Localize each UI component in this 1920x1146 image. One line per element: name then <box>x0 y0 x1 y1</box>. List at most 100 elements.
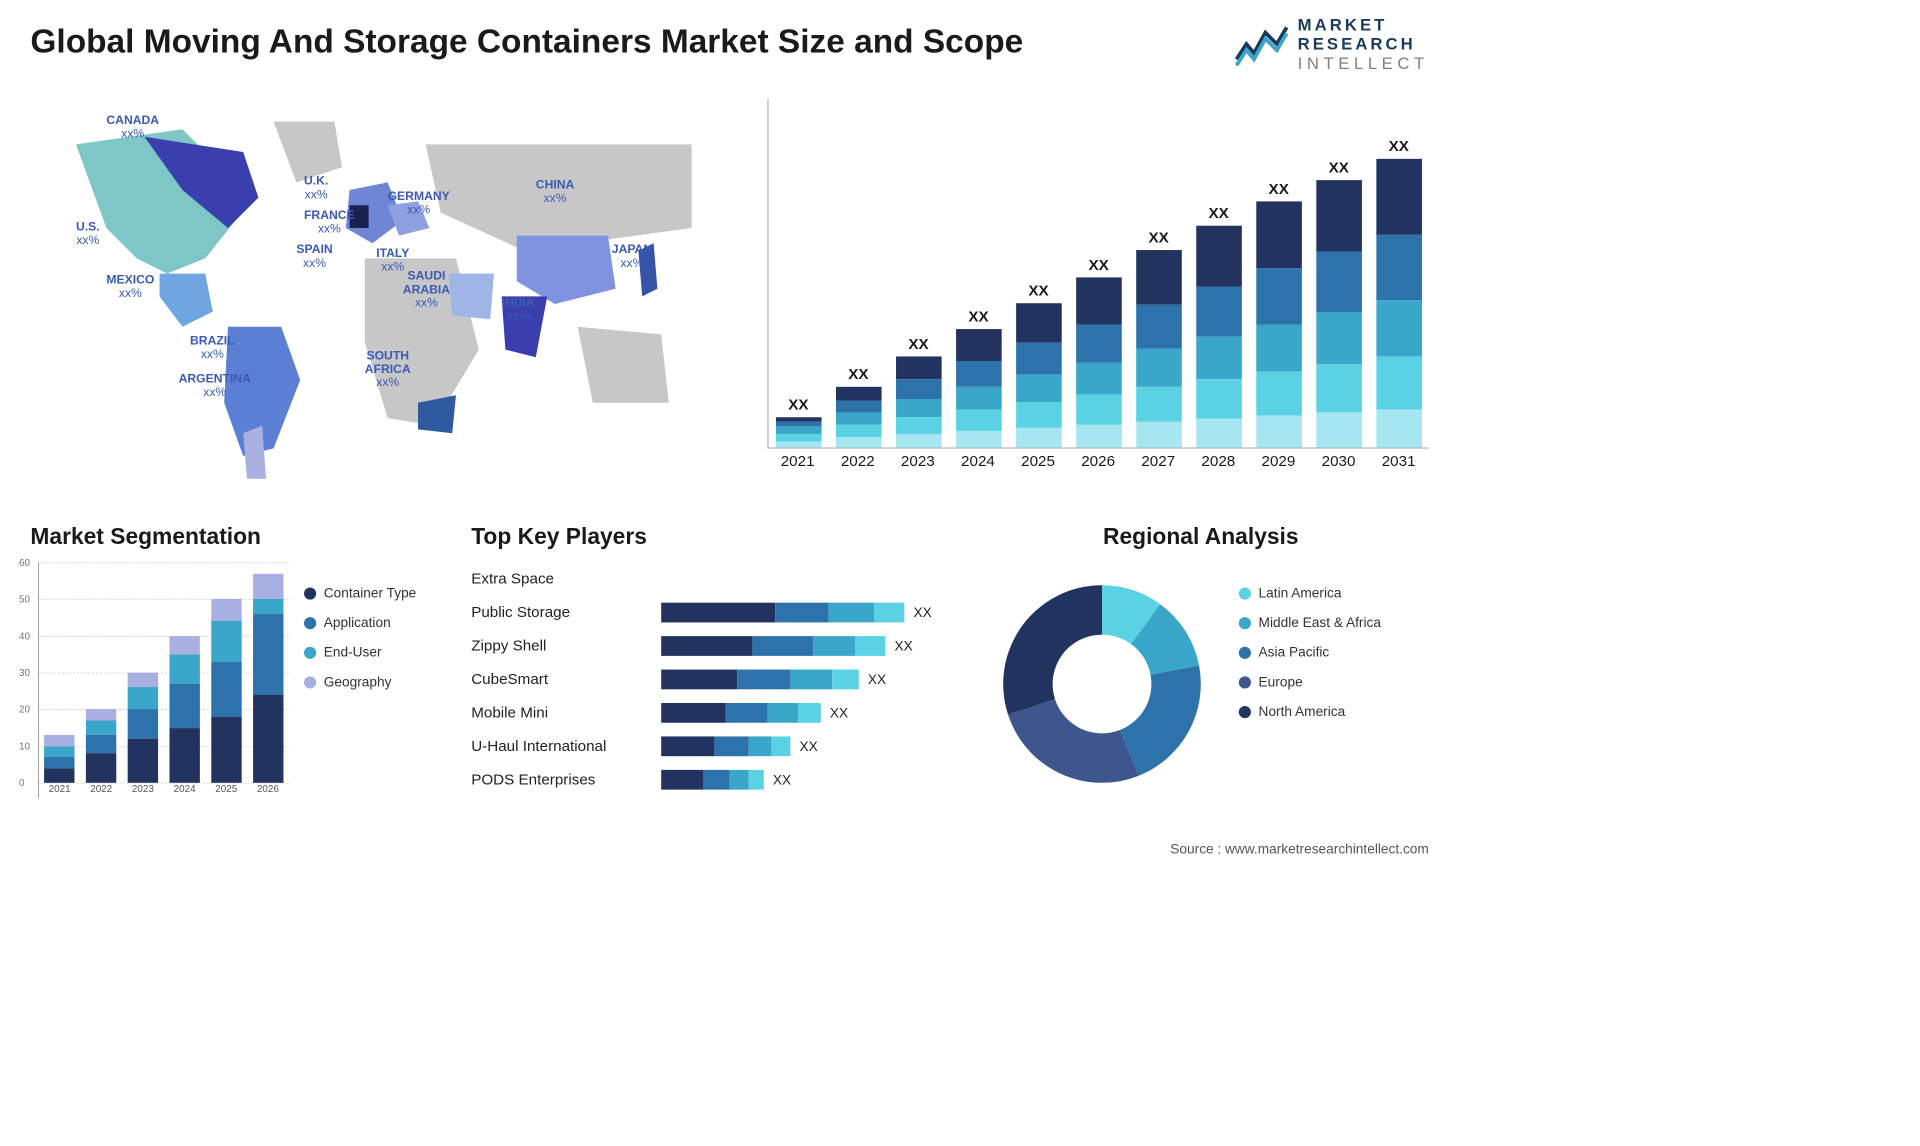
main-bar-label: XX <box>788 397 808 414</box>
main-bar-2022: XX <box>836 366 882 447</box>
legend-label: North America <box>1259 704 1346 720</box>
donut-slice <box>1003 585 1102 714</box>
segmentation-section: Market Segmentation 0102030405060 202120… <box>30 524 456 813</box>
world-map: CANADAxx% U.S.xx% MEXICOxx% BRAZILxx% ARGENT… <box>30 99 714 494</box>
legend-label: Asia Pacific <box>1259 644 1330 660</box>
legend-dot-icon <box>304 617 316 629</box>
region-legend-item: Middle East & Africa <box>1239 615 1381 631</box>
logo-icon <box>1235 21 1288 67</box>
key-player-value: XX <box>800 738 818 754</box>
seg-ylabel: 0 <box>19 777 24 788</box>
seg-bar-2022 <box>86 709 116 782</box>
map-label-u-s-: U.S.xx% <box>76 220 100 247</box>
main-bar-label: XX <box>968 309 988 326</box>
source-attribution: Source : www.marketresearchintellect.com <box>1170 841 1428 857</box>
key-player-name: PODS Enterprises <box>471 771 661 788</box>
key-player-name: CubeSmart <box>471 671 661 688</box>
seg-bar-2025 <box>211 599 241 783</box>
regional-legend: Latin AmericaMiddle East & AfricaAsia Pa… <box>1239 585 1381 733</box>
donut-slice <box>1120 665 1201 775</box>
key-player-bar <box>661 703 821 723</box>
key-player-row: Public StorageXX <box>471 596 957 629</box>
main-bar-2025: XX <box>1016 283 1062 448</box>
key-player-row: U-Haul InternationalXX <box>471 730 957 763</box>
main-bar-2021: XX <box>776 397 822 448</box>
region-legend-item: Asia Pacific <box>1239 644 1381 660</box>
main-bar-label: XX <box>1148 230 1168 247</box>
regional-section: Regional Analysis Latin AmericaMiddle Ea… <box>973 524 1429 813</box>
seg-ylabel: 20 <box>19 704 30 715</box>
seg-bar-2023 <box>128 673 158 783</box>
key-player-value: XX <box>895 638 913 654</box>
key-player-bar <box>661 636 885 656</box>
legend-label: Geography <box>324 674 392 690</box>
seg-legend-item: Container Type <box>304 585 456 601</box>
seg-bar-2024 <box>169 636 199 783</box>
seg-legend-item: Geography <box>304 674 456 690</box>
map-label-canada: CANADAxx% <box>106 114 159 141</box>
key-player-bar <box>661 603 904 623</box>
map-label-spain: SPAINxx% <box>296 243 332 270</box>
seg-ylabel: 60 <box>19 557 30 568</box>
main-xlabel: 2023 <box>895 448 941 470</box>
seg-ylabel: 50 <box>19 593 30 604</box>
key-players-section: Top Key Players Extra SpacePublic Storag… <box>471 524 957 813</box>
legend-dot-icon <box>1239 646 1251 658</box>
key-players-list: Extra SpacePublic StorageXX Zippy Shell XX… <box>471 562 957 796</box>
main-bar-label: XX <box>1329 160 1349 177</box>
main-bar-2027: XX <box>1136 230 1182 448</box>
map-label-germany: GERMANYxx% <box>388 190 450 217</box>
legend-dot-icon <box>1239 706 1251 718</box>
legend-dot-icon <box>1239 617 1251 629</box>
main-xlabel: 2021 <box>775 448 821 470</box>
main-xlabel: 2025 <box>1015 448 1061 470</box>
map-label-u-k-: U.K.xx% <box>304 175 328 202</box>
main-bar-label: XX <box>1209 205 1229 222</box>
key-player-row: Mobile MiniXX <box>471 696 957 729</box>
main-xlabel: 2022 <box>835 448 881 470</box>
main-xlabel: 2028 <box>1196 448 1242 470</box>
brand-logo: MARKET RESEARCH INTELLECT <box>1235 15 1428 73</box>
map-label-india: INDIAxx% <box>502 296 535 323</box>
main-xlabel: 2029 <box>1256 448 1302 470</box>
map-label-argentina: ARGENTINAxx% <box>179 372 251 399</box>
seg-legend-item: Application <box>304 615 456 631</box>
segmentation-legend: Container Type Application End-User Geograp… <box>304 585 456 704</box>
regional-title: Regional Analysis <box>973 524 1429 550</box>
logo-line-1: MARKET <box>1298 15 1429 34</box>
logo-line-3: INTELLECT <box>1298 54 1429 73</box>
legend-label: Container Type <box>324 585 417 601</box>
seg-ylabel: 40 <box>19 630 30 641</box>
map-label-mexico: MEXICOxx% <box>106 274 154 301</box>
logo-line-2: RESEARCH <box>1298 34 1429 53</box>
main-xlabel: 2030 <box>1316 448 1362 470</box>
main-bar-2026: XX <box>1076 257 1122 448</box>
map-label-china: CHINAxx% <box>536 179 575 206</box>
key-player-value: XX <box>773 772 791 788</box>
main-bar-label: XX <box>1088 257 1108 274</box>
main-bar-label: XX <box>1389 138 1409 155</box>
main-bar-2028: XX <box>1196 205 1242 447</box>
main-bar-2029: XX <box>1256 181 1302 448</box>
map-label-saudi-arabia: SAUDIARABIAxx% <box>403 270 450 310</box>
main-bar-label: XX <box>908 336 928 353</box>
page-title: Global Moving And Storage Containers Mar… <box>30 23 1023 61</box>
region-legend-item: Europe <box>1239 674 1381 690</box>
key-player-name: Zippy Shell <box>471 637 661 654</box>
map-label-brazil: BRAZILxx% <box>190 334 235 361</box>
key-player-row: PODS Enterprises XX <box>471 763 957 796</box>
key-player-value: XX <box>868 671 886 687</box>
key-player-bar <box>661 736 790 756</box>
donut-slice <box>1008 699 1138 783</box>
legend-dot-icon <box>304 587 316 599</box>
main-xlabel: 2026 <box>1075 448 1121 470</box>
seg-bar-2021 <box>44 735 74 783</box>
key-players-title: Top Key Players <box>471 524 957 550</box>
key-player-value: XX <box>830 705 848 721</box>
seg-legend-item: End-User <box>304 644 456 660</box>
main-bar-2031: XX <box>1376 138 1422 447</box>
key-player-row: Extra Space <box>471 562 957 595</box>
main-bar-label: XX <box>1269 181 1289 198</box>
legend-dot-icon <box>1239 676 1251 688</box>
seg-xlabel: 2024 <box>169 783 199 798</box>
